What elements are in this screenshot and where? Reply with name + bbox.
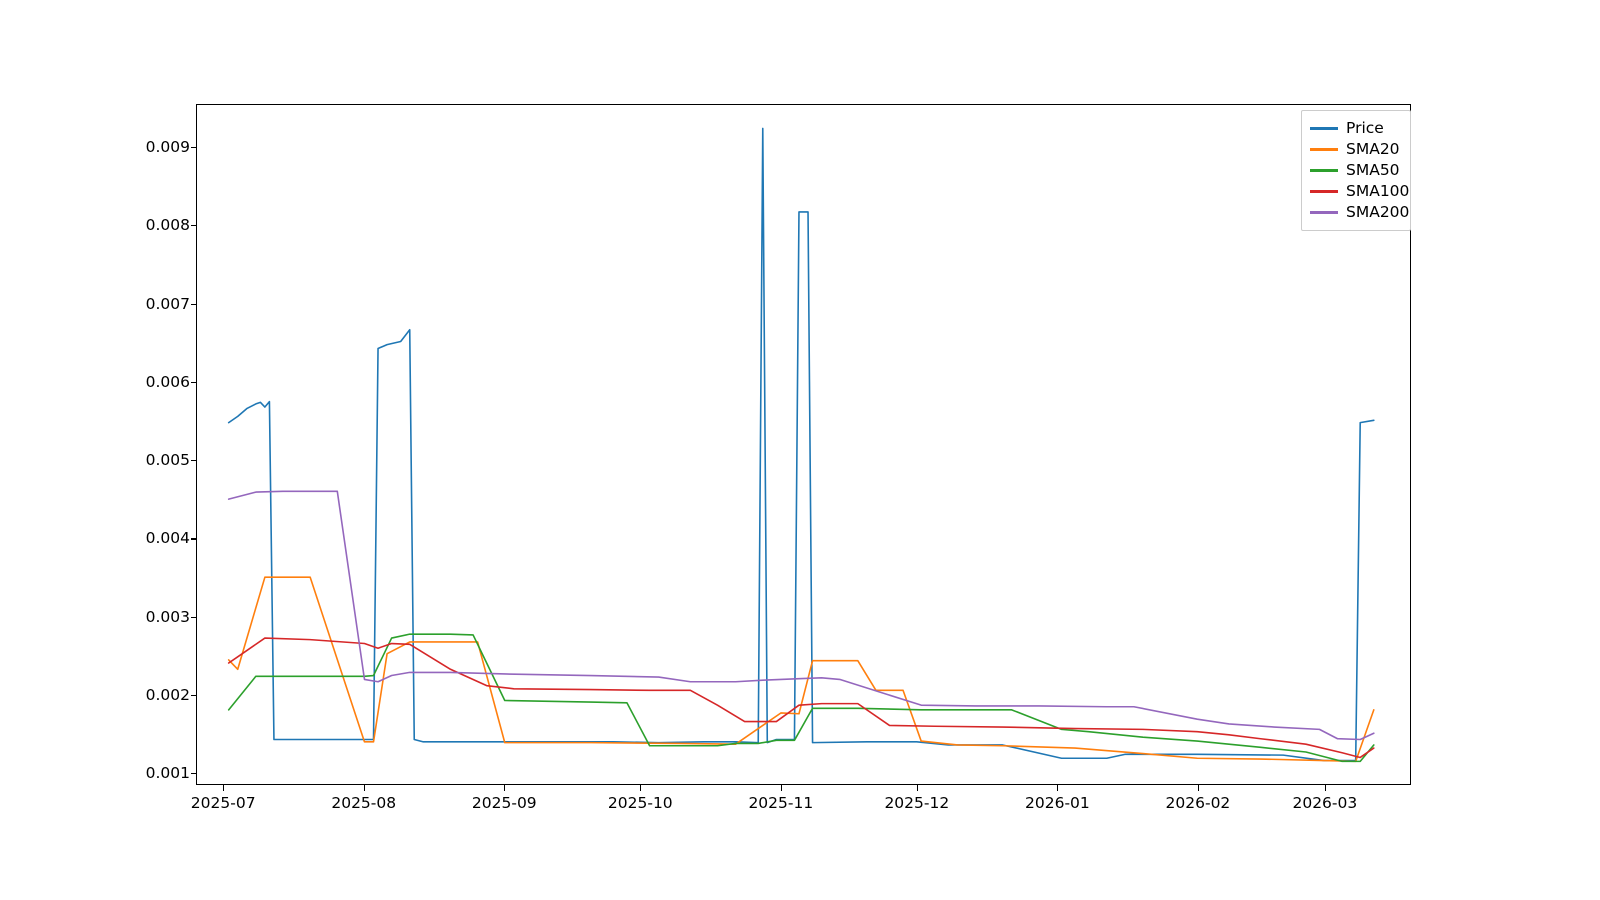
y-tick-mark bbox=[190, 303, 196, 305]
y-tick-mark bbox=[190, 225, 196, 227]
plot-area bbox=[196, 104, 1411, 785]
y-tick-label: 0.003 bbox=[145, 607, 190, 626]
legend-swatch-sma50 bbox=[1310, 169, 1338, 172]
legend-item-sma20[interactable]: SMA20 bbox=[1310, 139, 1402, 160]
x-tick-label: 2026-01 bbox=[1024, 794, 1090, 812]
y-tick-label: 0.002 bbox=[145, 685, 190, 704]
legend-label: SMA200 bbox=[1346, 202, 1410, 221]
x-tick-label: 2025-10 bbox=[607, 794, 673, 812]
series-line-price bbox=[229, 128, 1374, 760]
x-tick-label: 2025-07 bbox=[190, 794, 256, 812]
series-line-sma50 bbox=[229, 634, 1374, 761]
legend-swatch-sma200 bbox=[1310, 211, 1338, 214]
y-tick-label: 0.004 bbox=[145, 529, 190, 548]
x-tick-mark bbox=[1197, 785, 1199, 791]
legend-label: SMA20 bbox=[1346, 139, 1400, 158]
x-tick-mark bbox=[223, 785, 225, 791]
x-tick-label: 2025-11 bbox=[748, 794, 814, 812]
y-tick-mark bbox=[190, 147, 196, 149]
legend-swatch-price bbox=[1310, 127, 1338, 130]
plot-lines bbox=[197, 105, 1410, 784]
series-line-sma100 bbox=[229, 638, 1374, 757]
y-tick-label: 0.006 bbox=[145, 372, 190, 391]
y-tick-label: 0.005 bbox=[145, 451, 190, 470]
y-tick-mark bbox=[190, 773, 196, 775]
series-line-sma20 bbox=[229, 577, 1374, 761]
y-tick-mark bbox=[190, 381, 196, 383]
x-tick-mark bbox=[916, 785, 918, 791]
legend-item-sma200[interactable]: SMA200 bbox=[1310, 202, 1409, 223]
series-line-sma200 bbox=[229, 491, 1374, 739]
legend-item-price[interactable]: Price bbox=[1310, 118, 1402, 139]
y-tick-label: 0.001 bbox=[145, 764, 190, 783]
y-tick-mark bbox=[190, 460, 196, 462]
y-tick-mark bbox=[190, 538, 196, 540]
legend-label: SMA100 bbox=[1346, 181, 1410, 200]
legend-swatch-sma20 bbox=[1310, 148, 1338, 151]
x-tick-label: 2026-03 bbox=[1292, 794, 1358, 812]
legend-swatch-sma100 bbox=[1310, 190, 1338, 193]
y-tick-label: 0.007 bbox=[145, 294, 190, 313]
x-tick-mark bbox=[640, 785, 642, 791]
y-tick-mark bbox=[190, 616, 196, 618]
x-tick-mark bbox=[504, 785, 506, 791]
legend-item-sma100[interactable]: SMA100 bbox=[1310, 181, 1409, 202]
y-tick-label: 0.009 bbox=[145, 138, 190, 157]
x-tick-label: 2025-09 bbox=[471, 794, 537, 812]
y-tick-mark bbox=[190, 694, 196, 697]
legend-item-sma50[interactable]: SMA50 bbox=[1310, 160, 1402, 181]
x-tick-mark bbox=[363, 785, 365, 791]
x-tick-mark bbox=[1057, 785, 1059, 791]
x-tick-mark bbox=[780, 785, 782, 791]
x-tick-label: 2025-08 bbox=[331, 794, 397, 812]
y-tick-label: 0.008 bbox=[145, 216, 190, 235]
legend: Price SMA20 SMA50 SMA100 SMA200 bbox=[1301, 110, 1411, 231]
x-tick-label: 2025-12 bbox=[884, 794, 950, 812]
legend-label: SMA50 bbox=[1346, 160, 1400, 179]
legend-label: Price bbox=[1346, 118, 1384, 137]
x-tick-label: 2026-02 bbox=[1165, 794, 1231, 812]
x-tick-mark bbox=[1324, 785, 1326, 791]
